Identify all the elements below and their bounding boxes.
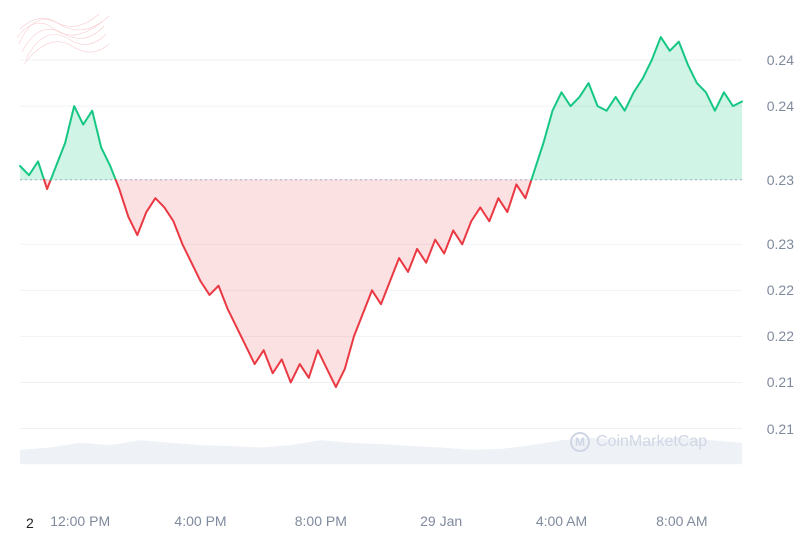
y-tick-label: 0.23 [767, 172, 794, 188]
x-tick-label: 8:00 AM [656, 513, 707, 529]
y-tick-label: 0.24 [767, 52, 794, 68]
y-tick-label: 0.21 [767, 374, 794, 390]
x-axis: 12:00 PM 4:00 PM 8:00 PM 29 Jan 4:00 AM 8:00 … [0, 507, 800, 529]
x-tick-label: 4:00 PM [174, 513, 226, 529]
y-tick-label: 0.23 [767, 236, 794, 252]
footer-number: 2 [26, 515, 34, 531]
watermark: M CoinMarketCap [570, 432, 707, 452]
chart-svg [0, 0, 800, 533]
x-tick-label: 4:00 AM [536, 513, 587, 529]
price-chart-container: 0.24 0.24 0.23 0.23 0.22 0.22 0.21 0.21 12:00 P… [0, 0, 800, 533]
watermark-text: CoinMarketCap [596, 433, 707, 451]
y-tick-label: 0.24 [767, 98, 794, 114]
y-tick-label: 0.22 [767, 282, 794, 298]
x-tick-label: 8:00 PM [295, 513, 347, 529]
watermark-icon: M [570, 432, 590, 452]
logo-scribble [14, 4, 114, 74]
x-tick-label: 29 Jan [420, 513, 462, 529]
y-tick-label: 0.21 [767, 421, 794, 437]
y-tick-label: 0.22 [767, 328, 794, 344]
x-tick-label: 12:00 PM [50, 513, 110, 529]
